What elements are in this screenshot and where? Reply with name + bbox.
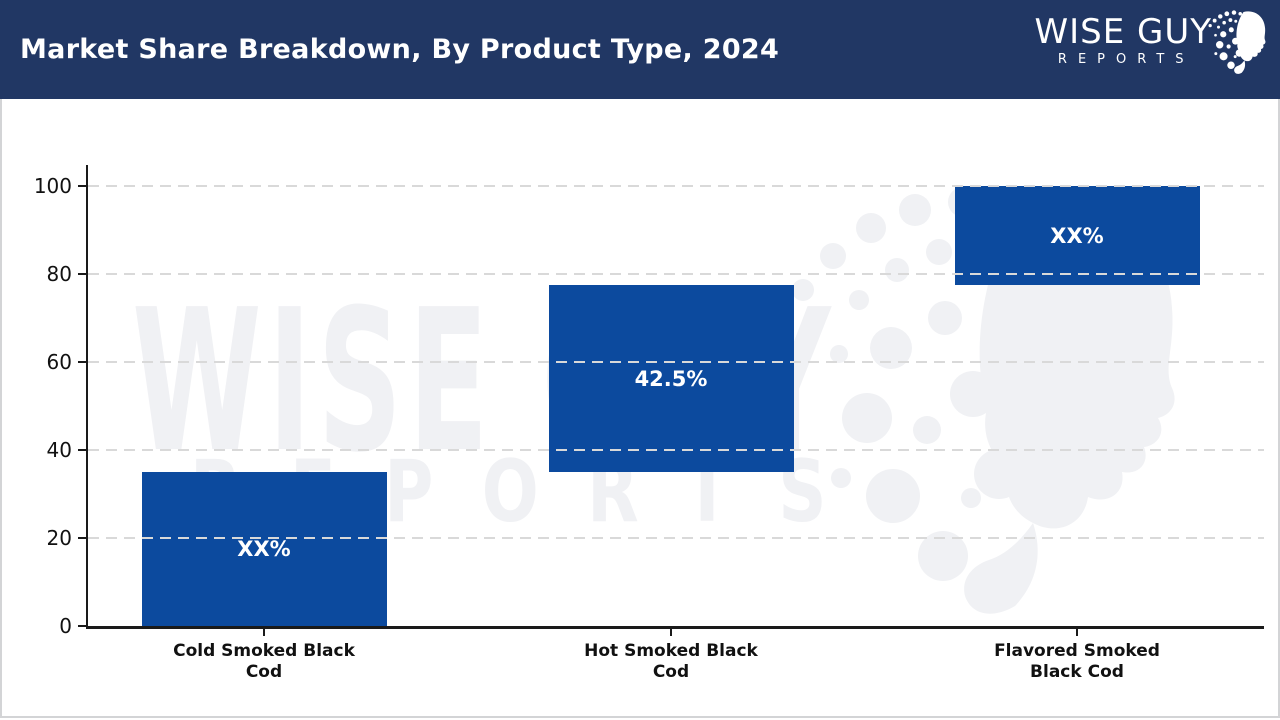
logo-text: WISE GUY REPORTS [1034,12,1212,67]
x-axis-line [86,626,1264,629]
bar-value-label: XX% [237,537,291,561]
x-tick-mark [263,629,265,636]
logo-subtext: REPORTS [1057,51,1195,67]
header-bar: Market Share Breakdown, By Product Type,… [0,0,1280,99]
y-tick-mark [78,361,86,363]
logo-face-icon [1206,6,1270,76]
gridline [88,185,1264,187]
y-tick-mark [78,449,86,451]
y-tick-mark [78,537,86,539]
y-tick-label: 20 [46,526,72,550]
x-tick-mark [1076,629,1078,636]
logo-wordmark: WISE GUY [1034,12,1212,53]
x-category-label: Flavored Smoked Black Cod [994,641,1160,682]
y-tick-mark [78,185,86,187]
y-tick-label: 80 [46,262,72,286]
x-category-label: Cold Smoked Black Cod [173,641,355,682]
gridline [88,273,1264,275]
x-tick-mark [670,629,672,636]
y-tick-label: 0 [59,614,72,638]
bar-value-label: 42.5% [634,366,708,391]
bar-value-label: XX% [1050,223,1104,248]
y-tick-label: 40 [46,438,72,462]
wise-guy-logo: WISE GUY REPORTS [1034,6,1270,76]
page-title: Market Share Breakdown, By Product Type,… [20,34,780,65]
y-tick-mark [78,625,86,627]
bar [548,285,794,472]
x-category-label: Hot Smoked Black Cod [584,641,758,682]
gridline [88,537,1264,539]
bar [141,472,387,626]
y-tick-label: 60 [46,350,72,374]
gridline [88,361,1264,363]
y-axis-line [86,165,88,629]
gridline [88,449,1264,451]
y-tick-mark [78,273,86,275]
bar [954,186,1200,285]
y-tick-label: 100 [33,174,72,198]
